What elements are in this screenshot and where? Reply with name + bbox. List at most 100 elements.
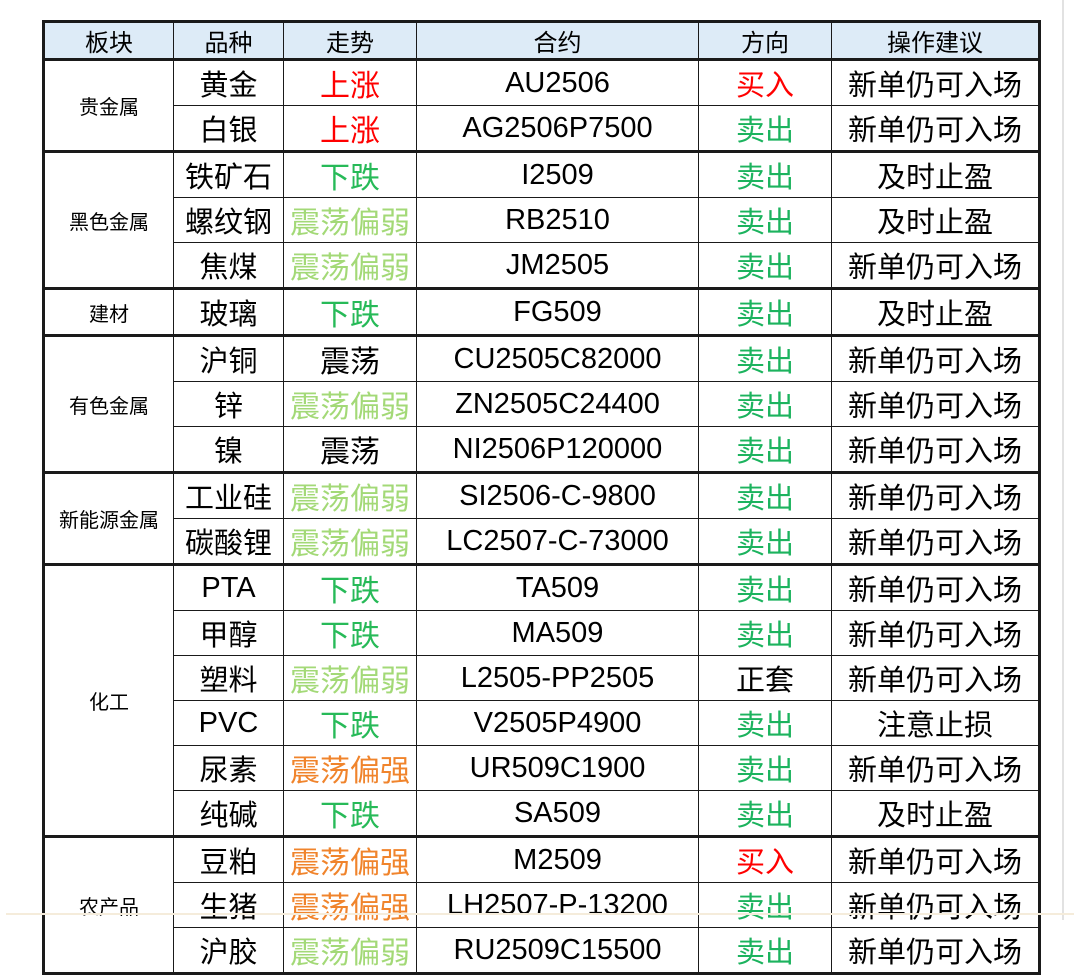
contract-cell: M2509 bbox=[416, 835, 699, 883]
advice-cell: 新单仍可入场 bbox=[831, 882, 1040, 928]
trend-cell: 震荡偏弱 bbox=[283, 655, 417, 701]
direction-cell: 卖出 bbox=[698, 287, 832, 336]
page-edge-line-bottom bbox=[6, 913, 1074, 915]
advice-cell: 新单仍可入场 bbox=[831, 242, 1040, 289]
variety-cell: 铁矿石 bbox=[173, 150, 284, 198]
variety-cell: 生猪 bbox=[173, 882, 284, 928]
variety-cell: 玻璃 bbox=[173, 287, 284, 336]
table-row: 碳酸锂 震荡偏弱 LC2507-C-73000 卖出 新单仍可入场 bbox=[44, 518, 1040, 565]
variety-cell: 螺纹钢 bbox=[173, 197, 284, 243]
advice-cell: 及时止盈 bbox=[831, 197, 1040, 243]
direction-cell: 卖出 bbox=[698, 882, 832, 928]
trend-cell: 震荡偏弱 bbox=[283, 197, 417, 243]
direction-cell: 卖出 bbox=[698, 197, 832, 243]
variety-cell: 纯碱 bbox=[173, 790, 284, 837]
contract-cell: I2509 bbox=[416, 150, 699, 198]
header-row: 板块 品种 走势 合约 方向 操作建议 bbox=[43, 21, 1040, 61]
trend-cell: 震荡 bbox=[283, 334, 417, 382]
variety-cell: 镍 bbox=[173, 426, 284, 473]
variety-cell: 焦煤 bbox=[173, 242, 284, 289]
contract-cell: ZN2505C24400 bbox=[416, 381, 699, 427]
table-row: 尿素 震荡偏强 UR509C1900 卖出 新单仍可入场 bbox=[44, 745, 1040, 791]
table-row: 锌震荡偏弱 ZN2505C24400 卖出 新单仍可入场 bbox=[44, 381, 1040, 427]
trend-cell: 震荡偏弱 bbox=[283, 927, 417, 974]
advice-cell: 新单仍可入场 bbox=[831, 745, 1040, 791]
table-row: 螺纹钢 震荡偏弱 RB2510 卖出 及时止盈 bbox=[44, 197, 1040, 243]
table-row: 有色金属 沪铜 震荡 CU2505C82000 卖出 新单仍可入场 bbox=[43, 334, 1040, 473]
variety-cell: 沪胶 bbox=[173, 927, 284, 974]
contract-cell: LC2507-C-73000 bbox=[416, 518, 699, 565]
table-row: 化工 PTA 下跌 TA509 卖出 新单仍可入场 bbox=[43, 563, 1040, 837]
col-header-direction: 方向 bbox=[698, 21, 832, 61]
contract-cell: MA509 bbox=[416, 610, 699, 656]
col-header-advice: 操作建议 bbox=[831, 21, 1040, 61]
contract-cell: RU2509C15500 bbox=[416, 927, 699, 974]
contract-cell: TA509 bbox=[416, 563, 699, 611]
variety-cell: 甲醇 bbox=[173, 610, 284, 656]
table-row: 白银 上涨 AG2506P7500 卖出 新单仍可入场 bbox=[44, 105, 1040, 152]
table-row: 镍震荡 NI2506P120000 卖出 新单仍可入场 bbox=[44, 426, 1040, 473]
trend-cell: 震荡偏弱 bbox=[283, 518, 417, 565]
trend-cell: 下跌 bbox=[283, 610, 417, 656]
variety-cell: 工业硅 bbox=[173, 471, 284, 519]
advice-cell: 及时止盈 bbox=[831, 287, 1040, 336]
contract-cell: V2505P4900 bbox=[416, 700, 699, 746]
col-header-contract: 合约 bbox=[416, 21, 699, 61]
variety-cell: 塑料 bbox=[173, 655, 284, 701]
table-body: 贵金属 黄金 上涨 AU2506 买入 新单仍可入场 白银 上涨 AG2506P7500 卖出 新单… bbox=[43, 58, 1040, 974]
contract-cell: FG509 bbox=[416, 287, 699, 336]
trend-cell: 震荡偏强 bbox=[283, 835, 417, 883]
advice-cell: 新单仍可入场 bbox=[831, 471, 1040, 519]
trend-cell: 震荡偏强 bbox=[283, 745, 417, 791]
table-row: 黑色金属 铁矿石 下跌 I2509 卖出 及时止盈 bbox=[43, 150, 1040, 289]
contract-cell: L2505-PP2505 bbox=[416, 655, 699, 701]
variety-cell: 黄金 bbox=[173, 58, 284, 106]
col-header-trend: 走势 bbox=[283, 21, 417, 61]
contract-cell: UR509C1900 bbox=[416, 745, 699, 791]
table-row: 贵金属 黄金 上涨 AU2506 买入 新单仍可入场 bbox=[43, 58, 1040, 152]
contract-cell: LH2507-P-13200 bbox=[416, 882, 699, 928]
variety-cell: 白银 bbox=[173, 105, 284, 152]
direction-cell: 卖出 bbox=[698, 790, 832, 837]
contract-cell: JM2505 bbox=[416, 242, 699, 289]
direction-cell: 卖出 bbox=[698, 381, 832, 427]
variety-cell: 尿素 bbox=[173, 745, 284, 791]
page-edge-line-right bbox=[1062, 0, 1064, 920]
sector-cell: 建材 bbox=[43, 287, 174, 336]
contract-cell: SA509 bbox=[416, 790, 699, 837]
sector-cell: 有色金属 bbox=[43, 334, 174, 473]
variety-cell: 沪铜 bbox=[173, 334, 284, 382]
variety-cell: PTA bbox=[173, 563, 284, 611]
advice-cell: 新单仍可入场 bbox=[831, 518, 1040, 565]
table-row: 焦煤 震荡偏弱 JM2505 卖出 新单仍可入场 bbox=[44, 242, 1040, 289]
sector-cell: 贵金属 bbox=[43, 58, 174, 152]
advice-cell: 新单仍可入场 bbox=[831, 381, 1040, 427]
table-row: 纯碱 下跌 SA509 卖出 及时止盈 bbox=[44, 790, 1040, 837]
variety-cell: 碳酸锂 bbox=[173, 518, 284, 565]
table-row: 沪胶 震荡偏弱 RU2509C15500 卖出 新单仍可入场 bbox=[44, 927, 1040, 974]
sector-cell: 新能源金属 bbox=[43, 471, 174, 565]
trend-cell: 震荡偏弱 bbox=[283, 381, 417, 427]
advice-cell: 新单仍可入场 bbox=[831, 927, 1040, 974]
trend-cell: 下跌 bbox=[283, 790, 417, 837]
contract-cell: CU2505C82000 bbox=[416, 334, 699, 382]
direction-cell: 买入 bbox=[698, 58, 832, 106]
advice-cell: 新单仍可入场 bbox=[831, 105, 1040, 152]
advice-cell: 新单仍可入场 bbox=[831, 563, 1040, 611]
table-row: 甲醇 下跌 MA509 卖出 新单仍可入场 bbox=[44, 610, 1040, 656]
table-row: 生猪 震荡偏强 LH2507-P-13200 卖出 新单仍可入场 bbox=[44, 882, 1040, 928]
trend-cell: 上涨 bbox=[283, 58, 417, 106]
direction-cell: 卖出 bbox=[698, 927, 832, 974]
sector-cell: 农产品 bbox=[43, 835, 174, 974]
trend-cell: 震荡 bbox=[283, 426, 417, 473]
trend-cell: 下跌 bbox=[283, 150, 417, 198]
table-row: 建材 玻璃 下跌 FG509 卖出 及时止盈 bbox=[43, 287, 1040, 336]
advice-cell: 新单仍可入场 bbox=[831, 334, 1040, 382]
trend-cell: 下跌 bbox=[283, 287, 417, 336]
sector-cell: 化工 bbox=[43, 563, 174, 837]
advice-cell: 及时止盈 bbox=[831, 790, 1040, 837]
direction-cell: 卖出 bbox=[698, 105, 832, 152]
advice-cell: 及时止盈 bbox=[831, 150, 1040, 198]
trend-cell: 震荡偏弱 bbox=[283, 242, 417, 289]
col-header-sector: 板块 bbox=[43, 21, 174, 61]
